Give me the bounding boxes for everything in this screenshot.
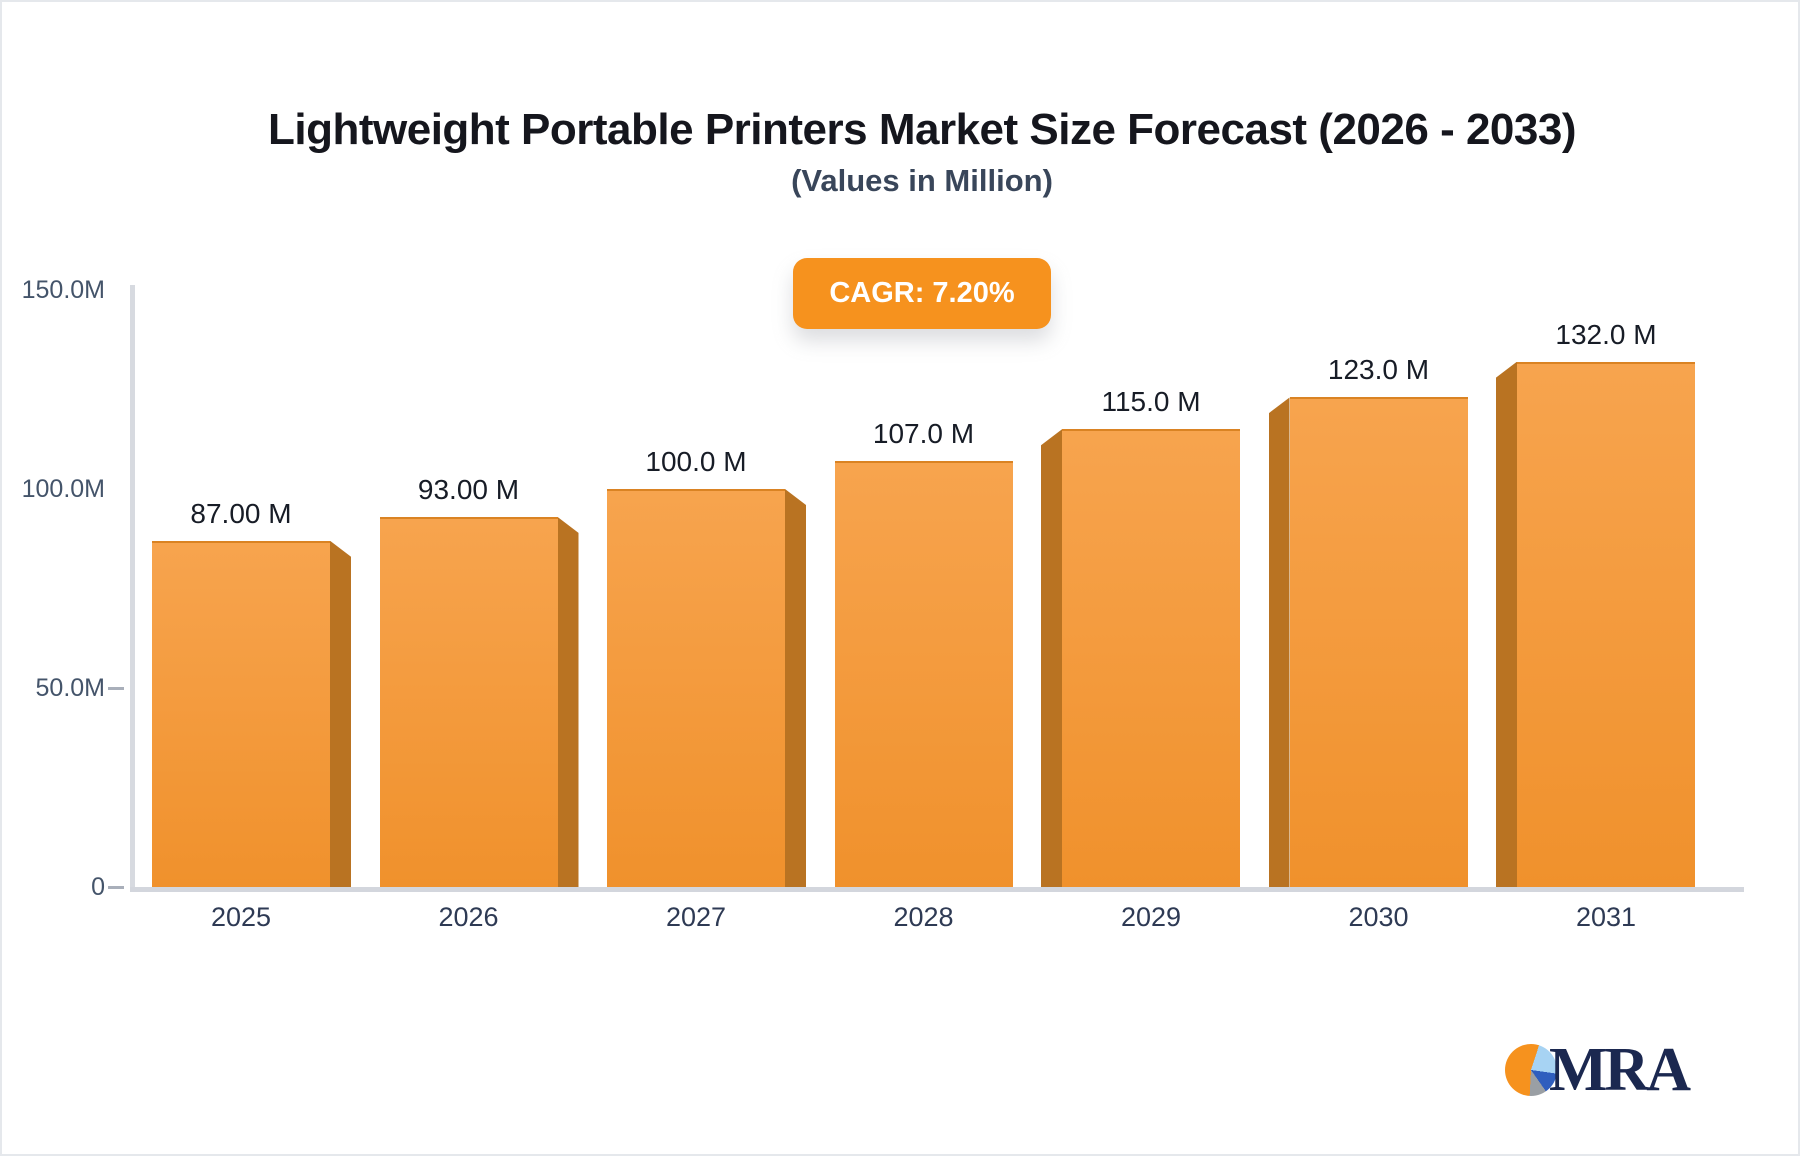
x-axis-label: 2031: [1575, 902, 1637, 932]
y-axis-tick-mark: [108, 687, 124, 690]
y-axis-line: [130, 285, 135, 892]
x-axis-label: 2026: [438, 902, 499, 932]
bar-side-face: [330, 540, 351, 887]
y-axis-tick-label: 150.0M: [21, 276, 105, 304]
bar-value-label: 107.0 M: [872, 418, 975, 450]
x-axis-label: 2025: [210, 902, 272, 932]
x-axis-label: 2028: [893, 902, 954, 932]
pie-chart-logo-icon: [1505, 1044, 1557, 1096]
chart-subtitle: (Values in Million): [791, 163, 1053, 198]
mra-logo: MRA: [1505, 1036, 1691, 1104]
x-axis-label: 2027: [665, 902, 727, 932]
bar-side-face: [1496, 361, 1517, 887]
bar-value-label: 115.0 M: [1101, 386, 1201, 418]
bar-side-face: [557, 516, 579, 887]
cagr-badge: CAGR: 7.20%: [793, 258, 1051, 329]
bar-2026: [379, 516, 558, 887]
y-axis-tick-mark: [108, 886, 124, 889]
bar-side-face: [1041, 429, 1062, 887]
bar-value-label: 93.00 M: [417, 473, 520, 505]
bar-2028: [834, 461, 1013, 887]
bar-2031: [1517, 361, 1695, 887]
bar-side-face: [1268, 397, 1290, 887]
y-axis-tick-label: 100.0M: [21, 475, 105, 503]
chart-title: Lightweight Portable Printers Market Siz…: [268, 105, 1576, 154]
x-axis-line: [130, 887, 1744, 892]
bar-2029: [1062, 429, 1240, 887]
x-axis-label: 2029: [1120, 902, 1182, 932]
logo-text: MRA: [1549, 1036, 1691, 1104]
bar-2025: [152, 540, 330, 887]
bar-2030: [1289, 397, 1468, 887]
bar-side-face: [785, 489, 806, 887]
y-axis-tick-label: 0: [91, 873, 105, 901]
bar-value-label: 123.0 M: [1327, 354, 1430, 386]
bar-2027: [607, 489, 785, 887]
bar-value-label: 100.0 M: [645, 446, 747, 477]
x-axis-label: 2030: [1348, 902, 1409, 932]
y-axis-tick-label: 50.0M: [35, 674, 105, 702]
bar-value-label: 132.0 M: [1555, 318, 1657, 350]
bar-value-label: 87.00 M: [190, 497, 292, 529]
chart-header: Lightweight Portable Printers Market Siz…: [22, 2, 1798, 329]
